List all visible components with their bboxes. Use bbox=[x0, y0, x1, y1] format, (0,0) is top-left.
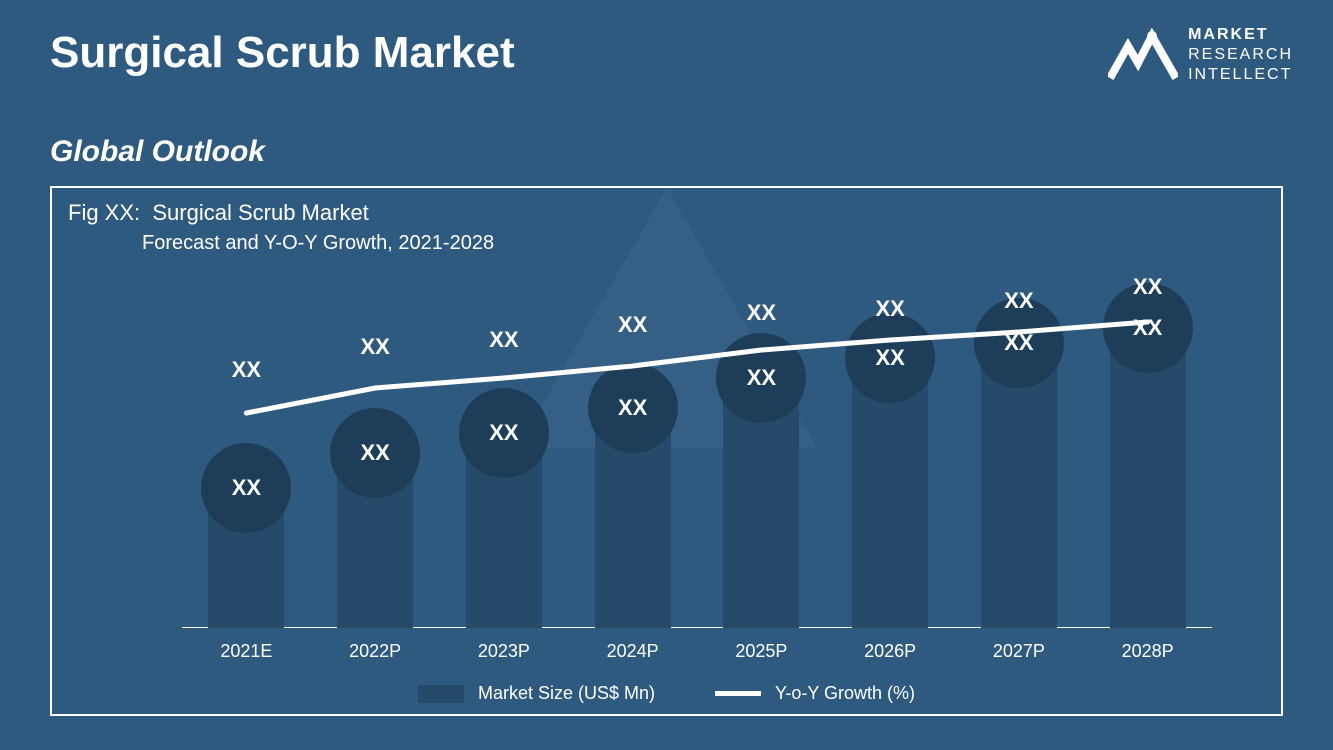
bar: XX bbox=[1110, 328, 1186, 628]
bar: XX bbox=[723, 378, 799, 628]
line-value-label: XX bbox=[1133, 274, 1162, 300]
legend-item-bar: Market Size (US$ Mn) bbox=[418, 683, 655, 704]
bar-value-circle: XX bbox=[201, 443, 291, 533]
legend-item-line: Y-o-Y Growth (%) bbox=[715, 683, 915, 704]
line-value-label: XX bbox=[232, 357, 261, 383]
legend-swatch-bar bbox=[418, 685, 464, 703]
bar: XX bbox=[852, 358, 928, 628]
legend-label-line: Y-o-Y Growth (%) bbox=[775, 683, 915, 704]
page-title: Surgical Scrub Market bbox=[50, 28, 515, 78]
bar-value-circle: XX bbox=[330, 408, 420, 498]
line-value-label: XX bbox=[489, 327, 518, 353]
bar-value-circle: XX bbox=[845, 313, 935, 403]
brand-logo: MARKET RESEARCH INTELLECT bbox=[1108, 25, 1293, 85]
x-axis-label: 2027P bbox=[993, 641, 1045, 662]
line-value-label: XX bbox=[618, 312, 647, 338]
bar: XX bbox=[981, 343, 1057, 628]
bar: XX bbox=[595, 408, 671, 628]
x-axis-label: 2022P bbox=[349, 641, 401, 662]
plot-area: XX2021EXXXX2022PXXXX2023PXXXX2024PXXXX20… bbox=[182, 268, 1212, 628]
line-value-label: XX bbox=[747, 300, 776, 326]
bar: XX bbox=[466, 433, 542, 628]
logo-icon bbox=[1108, 28, 1178, 83]
x-axis-label: 2024P bbox=[607, 641, 659, 662]
bar: XX bbox=[337, 453, 413, 628]
bar-value-circle: XX bbox=[588, 363, 678, 453]
logo-text: MARKET RESEARCH INTELLECT bbox=[1188, 25, 1293, 85]
bar: XX bbox=[208, 488, 284, 628]
subtitle: Global Outlook bbox=[50, 135, 265, 169]
x-axis-label: 2021E bbox=[220, 641, 272, 662]
legend-label-bar: Market Size (US$ Mn) bbox=[478, 683, 655, 704]
x-axis-label: 2023P bbox=[478, 641, 530, 662]
chart-container: Fig XX: Surgical Scrub Market Forecast a… bbox=[50, 186, 1283, 716]
x-axis-label: 2026P bbox=[864, 641, 916, 662]
line-value-label: XX bbox=[1004, 288, 1033, 314]
figure-subtitle: Forecast and Y-O-Y Growth, 2021-2028 bbox=[142, 232, 494, 255]
legend-swatch-line bbox=[715, 691, 761, 696]
line-value-label: XX bbox=[360, 334, 389, 360]
figure-label: Fig XX: Surgical Scrub Market bbox=[68, 200, 369, 226]
bar-value-circle: XX bbox=[459, 388, 549, 478]
x-axis-label: 2025P bbox=[735, 641, 787, 662]
line-value-label: XX bbox=[875, 296, 904, 322]
bar-value-circle: XX bbox=[716, 333, 806, 423]
x-axis-label: 2028P bbox=[1122, 641, 1174, 662]
legend: Market Size (US$ Mn) Y-o-Y Growth (%) bbox=[52, 683, 1281, 704]
